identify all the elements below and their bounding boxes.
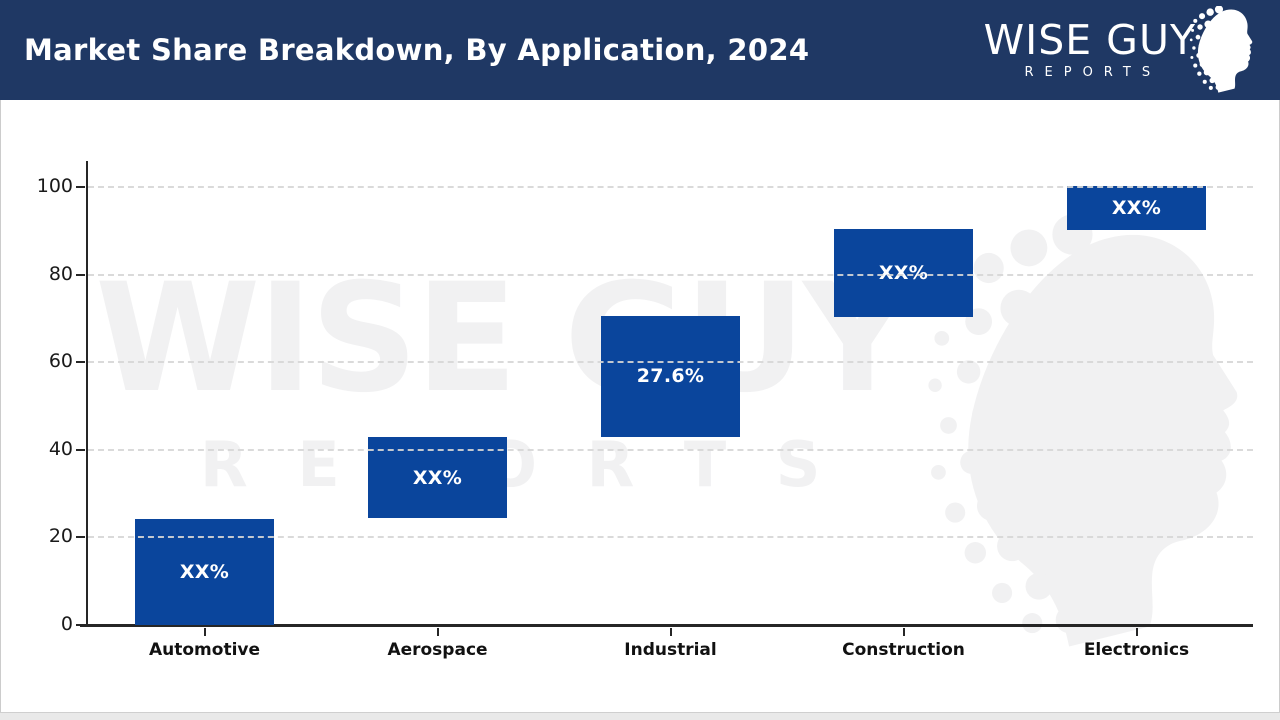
y-tick-mark — [76, 185, 85, 188]
gridline-80 — [88, 273, 1253, 276]
y-tick-label: 40 — [48, 437, 73, 460]
wiseguy-face-icon — [1189, 6, 1253, 93]
gridline-100 — [88, 185, 1253, 188]
bar-automotive: XX% — [134, 518, 275, 625]
y-tick-mark — [76, 536, 85, 539]
x-category-label: Construction — [842, 640, 965, 660]
gridline-20 — [88, 536, 1253, 539]
x-category-label: Electronics — [1083, 640, 1190, 660]
brand-name: WISE GUY — [983, 16, 1196, 64]
y-tick-mark — [76, 448, 85, 451]
bar-value-label: XX% — [412, 466, 463, 489]
brand-wordmark: WISE GUY REPORTS — [983, 16, 1196, 81]
y-tick-label: 20 — [48, 525, 73, 548]
x-axis-line — [80, 624, 1253, 627]
x-tick-mark — [203, 628, 206, 636]
x-category-label: Industrial — [624, 640, 717, 660]
x-tick-mark — [669, 628, 672, 636]
waterfall-chart: 0 20 40 60 80 100 XX% Automotive XX% Aerospace 27.… — [37, 161, 1253, 660]
y-tick-label: 0 — [60, 613, 73, 635]
y-tick-label: 60 — [48, 350, 73, 373]
page-title: Market Share Breakdown, By Application, … — [24, 33, 810, 67]
brand-logo: WISE GUY REPORTS — [984, 6, 1256, 94]
y-tick-label: 80 — [48, 262, 73, 285]
x-tick-mark — [1135, 628, 1138, 636]
y-tick-label: 100 — [36, 174, 73, 197]
gridline-60 — [88, 361, 1253, 364]
brand-subname: REPORTS — [1024, 65, 1162, 80]
bar-value-label: XX% — [1111, 196, 1162, 219]
bar-electronics: XX% — [1066, 186, 1207, 230]
y-tick-mark — [76, 361, 85, 364]
x-category-label: Automotive — [148, 640, 261, 660]
header: Market Share Breakdown, By Application, … — [0, 0, 1280, 100]
bar-aerospace: XX% — [367, 437, 508, 519]
y-tick-mark — [76, 273, 85, 276]
y-axis-line — [86, 161, 88, 627]
bar-value-label: 27.6% — [636, 365, 705, 388]
y-tick-mark — [76, 624, 85, 626]
footer-strip — [0, 712, 1280, 720]
bar-industrial: 27.6% — [600, 315, 741, 437]
bar-value-label: XX% — [179, 560, 230, 583]
gridline-40 — [88, 448, 1253, 451]
bar-value-label: XX% — [878, 261, 929, 284]
x-category-label: Aerospace — [387, 640, 488, 660]
x-tick-mark — [436, 628, 439, 636]
x-tick-mark — [902, 628, 905, 636]
